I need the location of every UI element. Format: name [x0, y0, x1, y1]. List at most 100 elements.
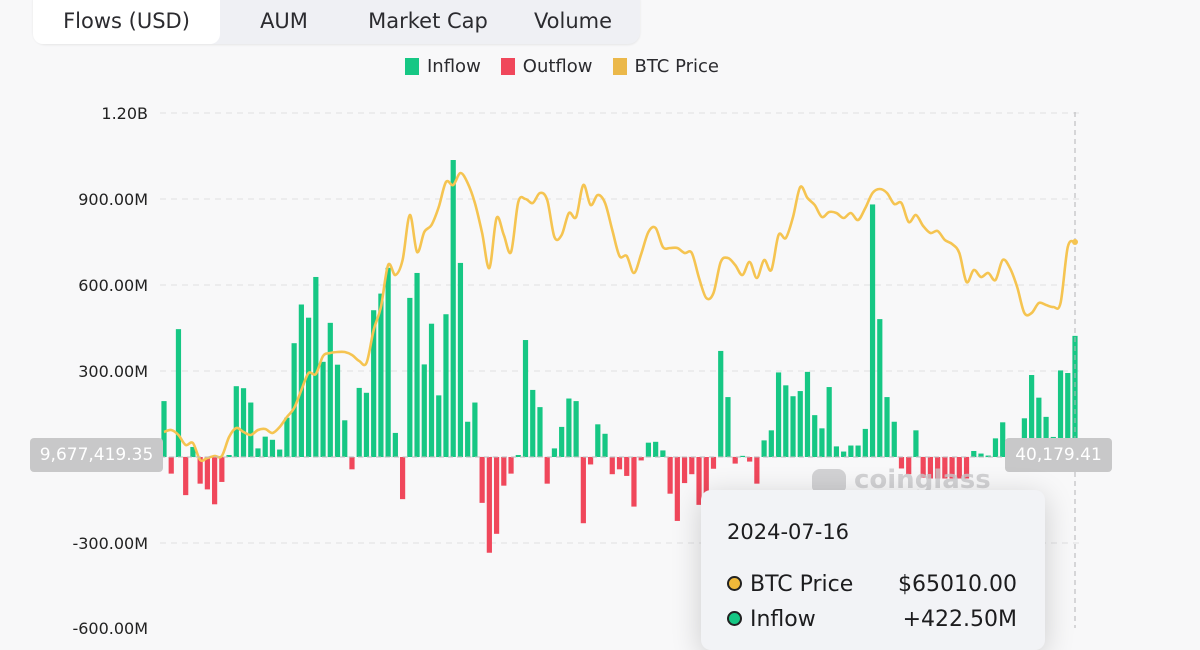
legend-item-btc-price[interactable]: BTC Price — [612, 56, 720, 77]
legend-item-inflow[interactable]: Inflow — [405, 56, 481, 77]
outflow-bar — [204, 457, 210, 490]
outflow-bar — [609, 457, 615, 475]
inflow-bar — [797, 391, 803, 457]
inflow-bar — [327, 322, 333, 457]
inflow-bar — [1065, 373, 1071, 457]
inflow-bar — [450, 160, 456, 457]
outflow-bar — [219, 457, 225, 482]
tab-volume[interactable]: Volume — [533, 9, 613, 33]
inflow-bar — [428, 323, 435, 457]
outflow-bar — [956, 457, 962, 479]
outflow-bar — [486, 457, 492, 553]
inflow-bar — [913, 430, 919, 457]
outflow-bar — [183, 457, 189, 496]
inflow-bar — [1000, 422, 1006, 457]
inflow-bar — [537, 407, 543, 457]
outflow-bar — [580, 457, 586, 524]
chart-legend: Inflow Outflow BTC Price — [405, 56, 719, 77]
btc-price-line — [163, 171, 1076, 463]
tooltip-value: $65010.00 — [898, 572, 1017, 597]
outflow-bar — [920, 457, 926, 478]
inflow-bar — [566, 398, 572, 457]
outflow-bar — [710, 457, 717, 469]
legend-label: Inflow — [427, 56, 481, 77]
outflow-bar — [493, 457, 500, 534]
inflow-bar — [790, 396, 796, 457]
inflow-bar — [551, 448, 558, 457]
outflow-bar — [349, 457, 355, 470]
outflow-bar — [399, 457, 406, 500]
inflow-bar — [378, 293, 384, 457]
legend-item-outflow[interactable]: Outflow — [500, 56, 593, 77]
crosshair-right-label: 40,179.41 — [1005, 438, 1112, 472]
coinglass-logo-icon — [812, 469, 846, 491]
inflow-bar — [1057, 370, 1064, 457]
outflow-bar — [696, 457, 702, 505]
inflow-bar — [342, 420, 348, 457]
outflow-bar — [689, 457, 695, 475]
inflow-bar — [277, 449, 283, 457]
outflow-bar — [638, 457, 644, 461]
inflow-bar — [334, 364, 341, 457]
flows-chart[interactable] — [0, 0, 1200, 628]
inflow-bar — [320, 361, 326, 457]
chart-tab-bar: Flows (USD) AUM Market Cap Volume — [33, 0, 640, 44]
inflow-bar — [356, 387, 362, 457]
inflow-bar — [457, 262, 464, 457]
inflow-bar — [269, 439, 276, 457]
inflow-bar — [298, 304, 304, 457]
inflow-bar — [421, 364, 427, 457]
inflow-bar — [233, 386, 239, 457]
tooltip-label: Inflow — [750, 607, 816, 632]
inflow-bar — [248, 402, 254, 457]
outflow-bar — [681, 457, 688, 484]
inflow-bar — [240, 388, 247, 457]
chart-tooltip: 2024-07-16 BTC Price $65010.00 Inflow +4… — [701, 490, 1045, 650]
tab-aum[interactable]: AUM — [260, 9, 308, 33]
inflow-bar — [884, 397, 890, 457]
inflow-bar — [385, 267, 391, 457]
outflow-bar — [906, 457, 912, 475]
inflow-bar — [306, 317, 312, 457]
legend-label: Outflow — [522, 56, 593, 77]
inflow-bar — [530, 389, 536, 457]
outflow-bar — [501, 457, 507, 486]
outflow-bar — [747, 457, 753, 462]
inflow-bar — [971, 450, 977, 457]
inflow-bar — [522, 340, 529, 457]
inflow-bar — [739, 455, 746, 457]
inflow-bar — [371, 310, 377, 457]
inflow-bar — [559, 426, 565, 457]
inflow-bar — [848, 445, 854, 457]
inflow-bar — [804, 371, 811, 457]
y-tick-label: 300.00M — [78, 362, 148, 381]
inflow-bar — [1021, 418, 1027, 457]
inflow-bar — [190, 446, 196, 457]
y-tick-label: -300.00M — [72, 534, 148, 553]
inflow-bar — [775, 372, 782, 457]
inflow-bar — [660, 450, 666, 457]
inflow-bar — [313, 276, 319, 457]
inflow-bar — [783, 385, 789, 457]
inflow-bar — [1043, 416, 1049, 457]
y-tick-label: 600.00M — [78, 276, 148, 295]
outflow-bar — [616, 457, 623, 470]
outflow-bar — [587, 457, 594, 465]
tab-flows[interactable]: Flows (USD) — [33, 0, 220, 44]
legend-label: BTC Price — [634, 56, 720, 77]
inflow-bar — [833, 446, 840, 457]
inflow-bar — [985, 455, 991, 457]
tooltip-date: 2024-07-16 — [727, 520, 850, 544]
tab-market-cap[interactable]: Market Cap — [368, 9, 488, 33]
inflow-bar — [978, 453, 984, 457]
inflow-bar — [262, 436, 268, 457]
inflow-bar — [291, 343, 297, 457]
outflow-bar — [197, 457, 203, 484]
btc-price-dot-icon — [727, 576, 742, 591]
outflow-bar — [479, 457, 485, 503]
inflow-bar — [255, 448, 261, 457]
outflow-bar — [508, 457, 514, 474]
inflow-bar — [284, 417, 290, 457]
inflow-bar — [392, 432, 398, 457]
y-tick-label: 900.00M — [78, 190, 148, 209]
